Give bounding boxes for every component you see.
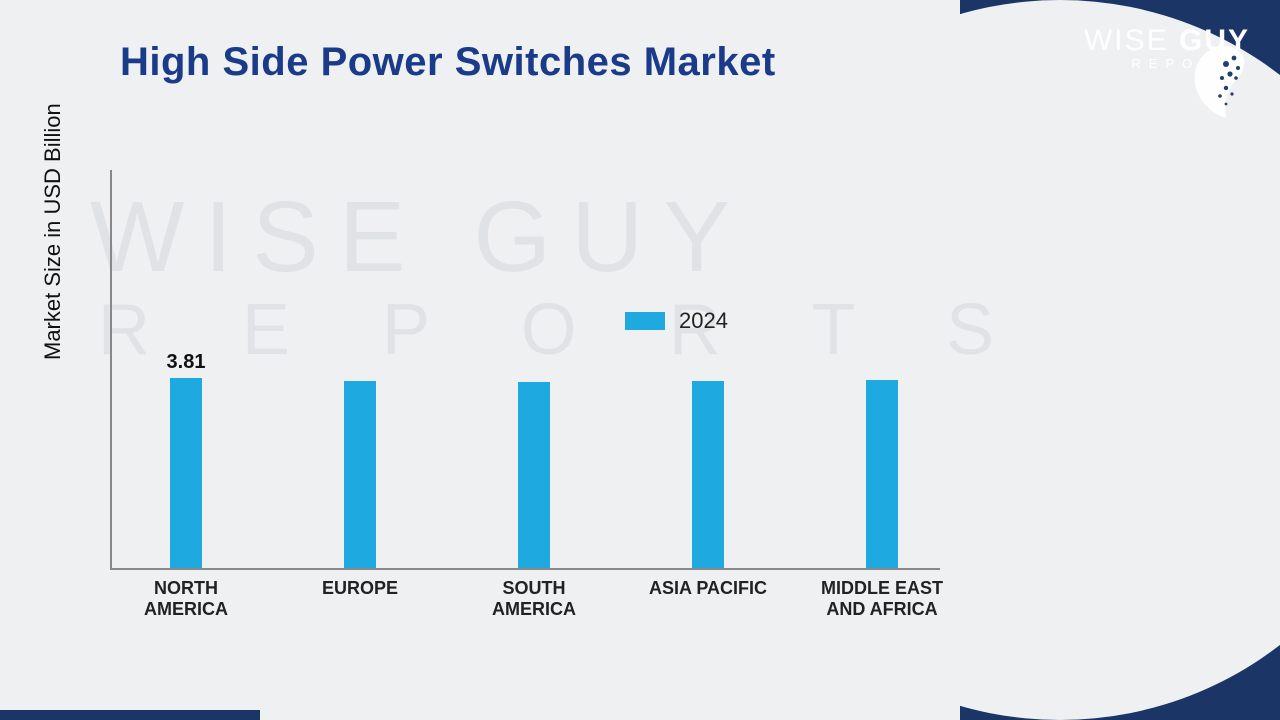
category-label: NORTH AMERICA <box>111 578 261 619</box>
category-label: EUROPE <box>285 578 435 599</box>
chart-stage: WISE GUY REPORTS WISE GUY R E P O R T S … <box>0 0 1280 720</box>
x-axis <box>110 568 940 570</box>
y-axis-label: Market Size in USD Billion <box>40 103 66 360</box>
plot-area: 3.81NORTH AMERICAEUROPESOUTH AMERICAASIA… <box>110 170 940 570</box>
bottom-accent-bar <box>0 710 260 720</box>
brand-block: WISE GUY REPORTS <box>1084 24 1250 71</box>
brand-wise: WISE <box>1084 24 1169 57</box>
bar <box>344 381 376 568</box>
bar <box>692 381 724 568</box>
category-label: SOUTH AMERICA <box>459 578 609 619</box>
bar-value-label: 3.81 <box>167 351 206 374</box>
bar <box>866 380 898 568</box>
bar <box>518 382 550 568</box>
legend-label: 2024 <box>679 308 728 334</box>
legend: 2024 <box>625 308 728 334</box>
category-label: MIDDLE EAST AND AFRICA <box>807 578 957 619</box>
y-axis <box>110 170 112 570</box>
chart-title: High Side Power Switches Market <box>120 40 776 85</box>
bar <box>170 378 202 569</box>
legend-swatch <box>625 312 665 330</box>
category-label: ASIA PACIFIC <box>633 578 783 599</box>
brand-head-icon <box>1186 44 1256 124</box>
